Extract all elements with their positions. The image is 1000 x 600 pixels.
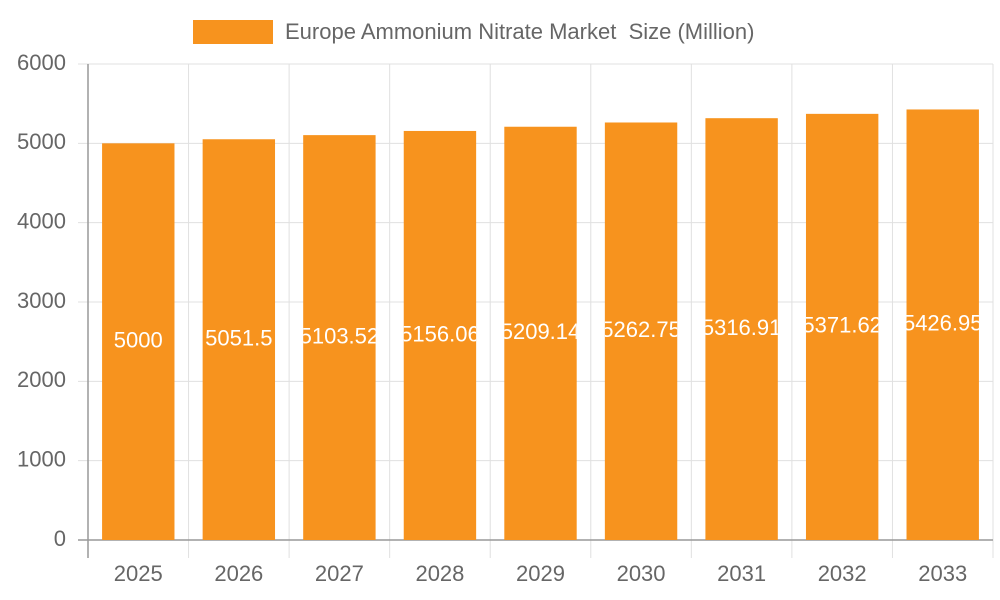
data-label: 5000 xyxy=(114,327,163,352)
x-tick-label: 2031 xyxy=(717,561,766,586)
bar xyxy=(403,130,477,540)
y-tick-label: 6000 xyxy=(17,50,66,75)
x-tick-label: 2029 xyxy=(516,561,565,586)
data-label: 5371.62 xyxy=(802,313,882,338)
x-tick-label: 2027 xyxy=(315,561,364,586)
bar xyxy=(202,139,276,540)
y-tick-label: 0 xyxy=(54,526,66,551)
x-tick-label: 2032 xyxy=(818,561,867,586)
data-label: 5316.91 xyxy=(702,315,782,340)
y-tick-label: 5000 xyxy=(17,129,66,154)
bar xyxy=(906,109,979,540)
legend-swatch xyxy=(193,20,273,44)
x-tick-label: 2025 xyxy=(114,561,163,586)
bar xyxy=(705,118,778,540)
y-tick-label: 3000 xyxy=(17,288,66,313)
bar xyxy=(805,113,879,541)
data-label: 5209.14 xyxy=(501,319,581,344)
data-label: 5103.52 xyxy=(300,323,380,348)
x-tick-label: 2033 xyxy=(918,561,967,586)
legend-label: Europe Ammonium Nitrate Market Size (Mil… xyxy=(285,19,754,44)
y-tick-label: 4000 xyxy=(17,208,66,233)
bar xyxy=(604,122,678,541)
data-label: 5426.95 xyxy=(903,311,983,336)
x-tick-label: 2028 xyxy=(415,561,464,586)
data-label: 5156.06 xyxy=(400,321,480,346)
data-label: 5262.75 xyxy=(601,317,681,342)
bar xyxy=(504,126,577,540)
bar xyxy=(102,143,175,541)
y-tick-label: 1000 xyxy=(17,446,66,471)
x-tick-label: 2026 xyxy=(214,561,263,586)
bar xyxy=(303,135,376,541)
y-tick-label: 2000 xyxy=(17,367,66,392)
x-tick-label: 2030 xyxy=(617,561,666,586)
data-label: 5051.5 xyxy=(205,325,272,350)
